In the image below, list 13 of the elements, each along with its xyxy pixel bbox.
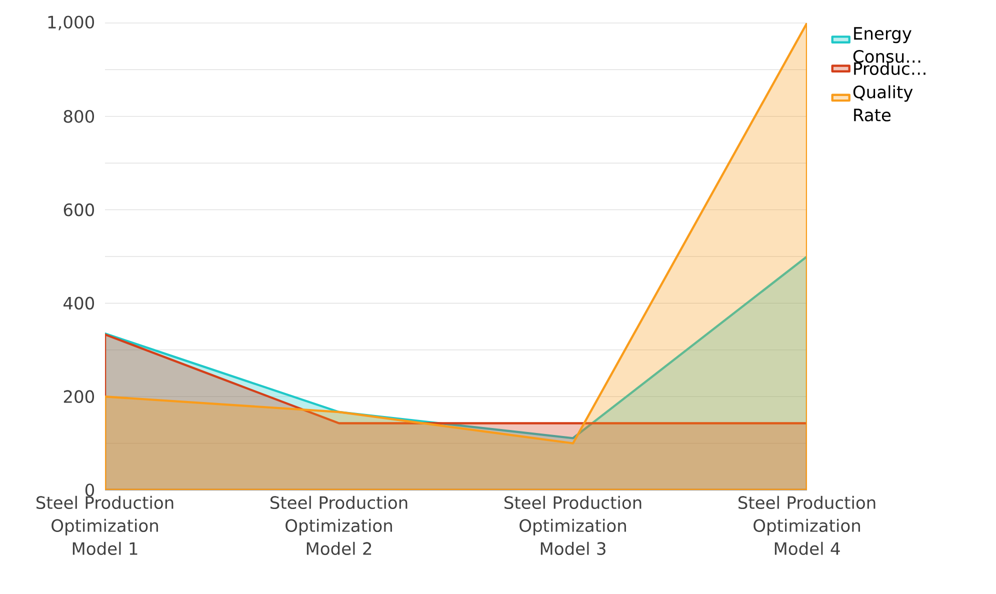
y-tick-label: 400 <box>64 296 94 310</box>
x-tick-label: Steel Production Optimization Model 4 <box>738 496 876 556</box>
legend-label: Produc… <box>854 62 926 75</box>
x-tick-label: Steel Production Optimization Model 2 <box>270 496 408 556</box>
y-tick-label: 1,000 <box>48 16 94 30</box>
y-tick-label: 200 <box>64 390 94 404</box>
y-tick-label: 800 <box>64 110 94 123</box>
x-tick-label: Steel Production Optimization Model 3 <box>504 496 642 556</box>
y-tick-label: 600 <box>64 203 94 216</box>
legend-label: Energy Consu… <box>853 27 920 63</box>
y-tick-label: 0 <box>85 484 94 496</box>
legend-label: Quality Rate <box>853 85 913 122</box>
x-tick-label: Steel Production Optimization Model 1 <box>36 496 174 556</box>
